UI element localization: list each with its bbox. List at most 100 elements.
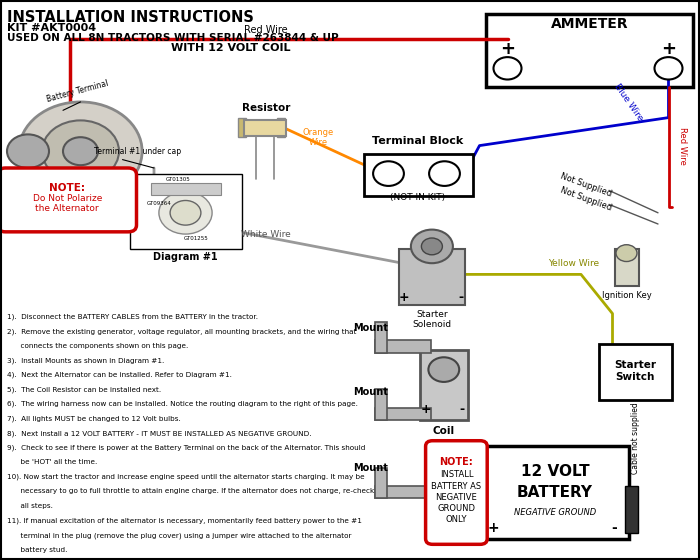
Bar	[420, 350, 468, 420]
Text: NOTE:: NOTE:	[49, 183, 85, 193]
Text: USED ON ALL 8N TRACTORS WITH SERIAL #263844 & UP: USED ON ALL 8N TRACTORS WITH SERIAL #263…	[7, 32, 339, 43]
Bar	[276, 118, 285, 137]
Text: GT01305: GT01305	[166, 177, 191, 181]
Text: Mount: Mount	[354, 323, 388, 333]
Bar	[374, 408, 430, 420]
Text: Starter
Switch: Starter Switch	[614, 360, 656, 381]
Text: +: +	[488, 521, 499, 535]
Text: NEGATIVE GROUND: NEGATIVE GROUND	[514, 508, 596, 517]
Text: -: -	[611, 521, 617, 535]
Text: Blue Wire: Blue Wire	[612, 82, 645, 122]
Circle shape	[428, 357, 459, 382]
Text: terminal in the plug (remove the plug cover) using a jumper wire attached to the: terminal in the plug (remove the plug co…	[7, 532, 351, 539]
Text: the Alternator: the Alternator	[36, 204, 99, 213]
Text: necessary to go to full throttle to attain engine charge. If the alternator does: necessary to go to full throttle to atta…	[7, 488, 374, 494]
Bar	[374, 468, 387, 498]
Text: GT09364: GT09364	[147, 201, 172, 206]
Text: Red Wire: Red Wire	[244, 25, 288, 35]
Text: be 'HOT' all the time.: be 'HOT' all the time.	[7, 459, 97, 465]
Text: 7).  All lights MUST be changed to 12 Volt bulbs.: 7). All lights MUST be changed to 12 Vol…	[7, 416, 181, 422]
Text: INSTALLATION INSTRUCTIONS: INSTALLATION INSTRUCTIONS	[7, 11, 254, 25]
Text: Battery Terminal: Battery Terminal	[46, 78, 109, 104]
Circle shape	[159, 192, 212, 234]
Text: Do Not Polarize: Do Not Polarize	[32, 194, 102, 203]
Text: BATTERY AS: BATTERY AS	[431, 482, 482, 491]
Circle shape	[7, 134, 49, 168]
Bar	[486, 14, 693, 87]
Text: connects the components shown on this page.: connects the components shown on this pa…	[7, 343, 188, 349]
Text: Mount: Mount	[354, 387, 388, 397]
Text: Coil: Coil	[433, 426, 455, 436]
Text: 10). Now start the tractor and increase engine speed until the alternator starts: 10). Now start the tractor and increase …	[7, 474, 365, 480]
Bar	[238, 118, 246, 137]
Bar	[374, 389, 387, 420]
Text: Resistor: Resistor	[241, 103, 290, 113]
Text: Red Wire: Red Wire	[678, 127, 687, 165]
Circle shape	[170, 200, 201, 225]
Text: 5).  The Coil Resistor can be installed next.: 5). The Coil Resistor can be installed n…	[7, 386, 161, 393]
Bar	[482, 446, 629, 539]
Text: Terminal Block: Terminal Block	[372, 136, 463, 146]
Circle shape	[421, 238, 442, 255]
Text: ONLY: ONLY	[446, 515, 467, 524]
Text: White Wire: White Wire	[241, 230, 291, 239]
Text: Not Supplied: Not Supplied	[559, 185, 612, 212]
Text: NEGATIVE: NEGATIVE	[435, 493, 477, 502]
Circle shape	[19, 102, 142, 200]
Text: +: +	[420, 403, 431, 417]
Text: GROUND: GROUND	[438, 504, 475, 513]
Bar	[150, 183, 220, 195]
Bar	[399, 249, 466, 305]
Text: battery stud.: battery stud.	[7, 547, 67, 553]
Bar	[598, 344, 672, 400]
Bar	[364, 154, 472, 196]
Text: Diagram #1: Diagram #1	[153, 252, 218, 262]
Text: 6).  The wiring harness now can be installed. Notice the routing diagram to the : 6). The wiring harness now can be instal…	[7, 401, 358, 408]
Text: Cable not supplied: Cable not supplied	[631, 402, 640, 474]
Bar	[615, 249, 639, 286]
Text: 12 VOLT: 12 VOLT	[521, 464, 589, 479]
Text: ALTERNATOR: ALTERNATOR	[41, 203, 120, 213]
Text: all steps.: all steps.	[7, 503, 53, 509]
Circle shape	[63, 137, 98, 165]
Bar	[625, 486, 638, 533]
Text: Ignition Key: Ignition Key	[601, 291, 652, 300]
Text: INSTALL: INSTALL	[440, 470, 473, 479]
Text: 9).  Check to see if there is power at the Battery Terminal on the back of the A: 9). Check to see if there is power at th…	[7, 445, 365, 451]
Text: Yellow Wire: Yellow Wire	[548, 259, 600, 268]
Bar	[374, 340, 430, 353]
Text: KIT #AKT0004: KIT #AKT0004	[7, 23, 96, 33]
Circle shape	[42, 120, 119, 182]
Text: BATTERY: BATTERY	[517, 486, 593, 500]
Bar	[374, 322, 387, 353]
Text: -: -	[459, 403, 465, 417]
Text: GT01255: GT01255	[183, 236, 209, 240]
Text: Starter
Solenoid: Starter Solenoid	[412, 310, 452, 329]
Text: (NOT IN KIT): (NOT IN KIT)	[391, 193, 445, 202]
Text: +: +	[500, 40, 515, 58]
Text: 11). If manual excitation of the alternator is necessary, momentarily feed batte: 11). If manual excitation of the alterna…	[7, 517, 362, 524]
Text: Terminal #1 under cap: Terminal #1 under cap	[94, 147, 181, 156]
Text: NOTE:: NOTE:	[440, 457, 473, 467]
Circle shape	[411, 230, 453, 263]
Text: 4).  Next the Alternator can be installed. Refer to Diagram #1.: 4). Next the Alternator can be installed…	[7, 372, 232, 379]
Text: +: +	[398, 291, 409, 305]
Text: AMMETER: AMMETER	[551, 17, 628, 31]
Text: 2).  Remove the existing generator, voltage regulator, all mounting brackets, an: 2). Remove the existing generator, volta…	[7, 328, 356, 335]
Text: Not Supplied: Not Supplied	[559, 171, 612, 198]
Bar	[374, 486, 430, 498]
Text: +: +	[661, 40, 676, 58]
Circle shape	[373, 161, 404, 186]
Text: 3).  Install Mounts as shown in Diagram #1.: 3). Install Mounts as shown in Diagram #…	[7, 357, 164, 364]
FancyBboxPatch shape	[0, 168, 136, 232]
Text: WITH 12 VOLT COIL: WITH 12 VOLT COIL	[172, 43, 290, 53]
Text: 1).  Disconnect the BATTERY CABLES from the BATTERY in the tractor.: 1). Disconnect the BATTERY CABLES from t…	[7, 314, 258, 320]
Text: 8).  Next install a 12 VOLT BATTERY - IT MUST BE INSTALLED AS NEGATIVE GROUND.: 8). Next install a 12 VOLT BATTERY - IT …	[7, 430, 312, 437]
Circle shape	[494, 57, 522, 80]
Text: -: -	[458, 291, 463, 305]
Circle shape	[429, 161, 460, 186]
Circle shape	[654, 57, 682, 80]
Bar	[244, 120, 286, 136]
Bar	[28, 143, 83, 160]
FancyBboxPatch shape	[426, 441, 487, 544]
